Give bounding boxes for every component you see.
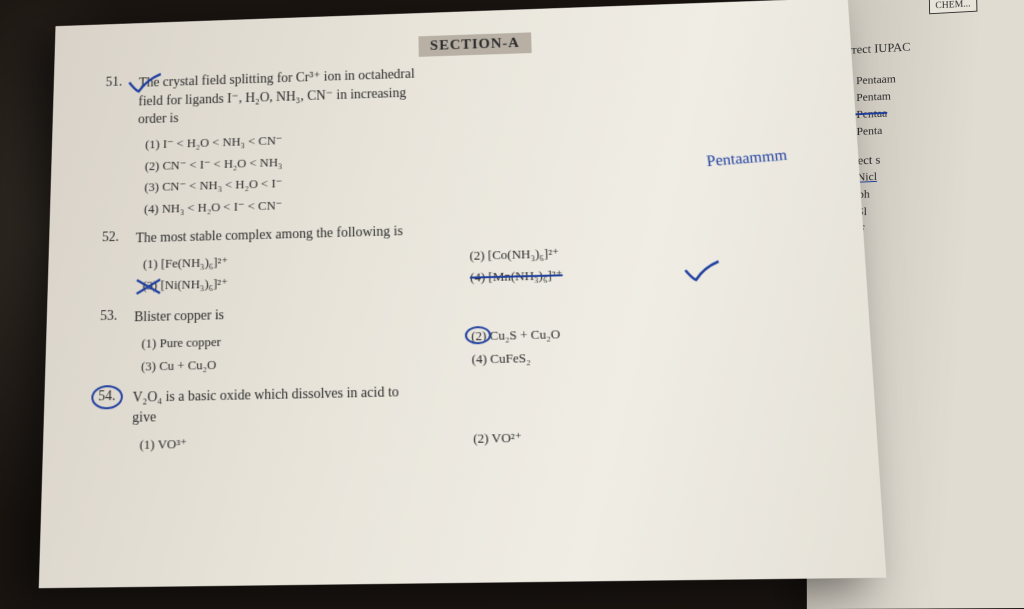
q53-number: 53. bbox=[100, 309, 117, 325]
q54-opt1: (1) VO³⁺ bbox=[139, 428, 473, 455]
q54-opt2: (2) VO²⁺ bbox=[473, 422, 817, 450]
question-54: 54. V₂O₄ is a basic oxide which dissolve… bbox=[131, 374, 845, 457]
q54-text: V₂O₄ is a basic oxide which dissolves in… bbox=[132, 374, 844, 428]
q51-number: 51. bbox=[105, 75, 122, 90]
question-60: 60. Correct IUPAC is (1) Pentaam (2) Pen… bbox=[834, 32, 1024, 141]
question-51: 51. The crystal field splitting for Cr³⁺… bbox=[136, 52, 830, 220]
q51-text-l3: order is bbox=[138, 112, 179, 127]
tick-mark-icon bbox=[127, 72, 165, 97]
q54-text-l1: V₂O₄ is a basic oxide which dissolves in… bbox=[132, 386, 399, 407]
q54-number: 54. bbox=[98, 389, 116, 405]
q54-options: (1) VO³⁺ (2) VO²⁺ bbox=[131, 421, 845, 457]
tick-mark-icon bbox=[683, 260, 725, 286]
question-52: 52. The most stable complex among the fo… bbox=[135, 211, 836, 299]
q54-text-l2: give bbox=[132, 410, 156, 426]
q52-number: 52. bbox=[102, 230, 119, 246]
q53-options: (1) Pure copper (2) Cu₂S + Cu₂O (3) Cu +… bbox=[133, 318, 841, 379]
section-label: SECTION-A bbox=[418, 32, 532, 56]
question-53: 53. Blister copper is (1) Pure copper (2… bbox=[133, 292, 841, 379]
q51-text-l2: field for ligands I⁻, H₂O, NH₃, CN⁻ in i… bbox=[138, 86, 406, 109]
exam-page: SECTION-A 51. The crystal field splittin… bbox=[39, 0, 887, 588]
cross-mark-icon bbox=[135, 278, 165, 296]
